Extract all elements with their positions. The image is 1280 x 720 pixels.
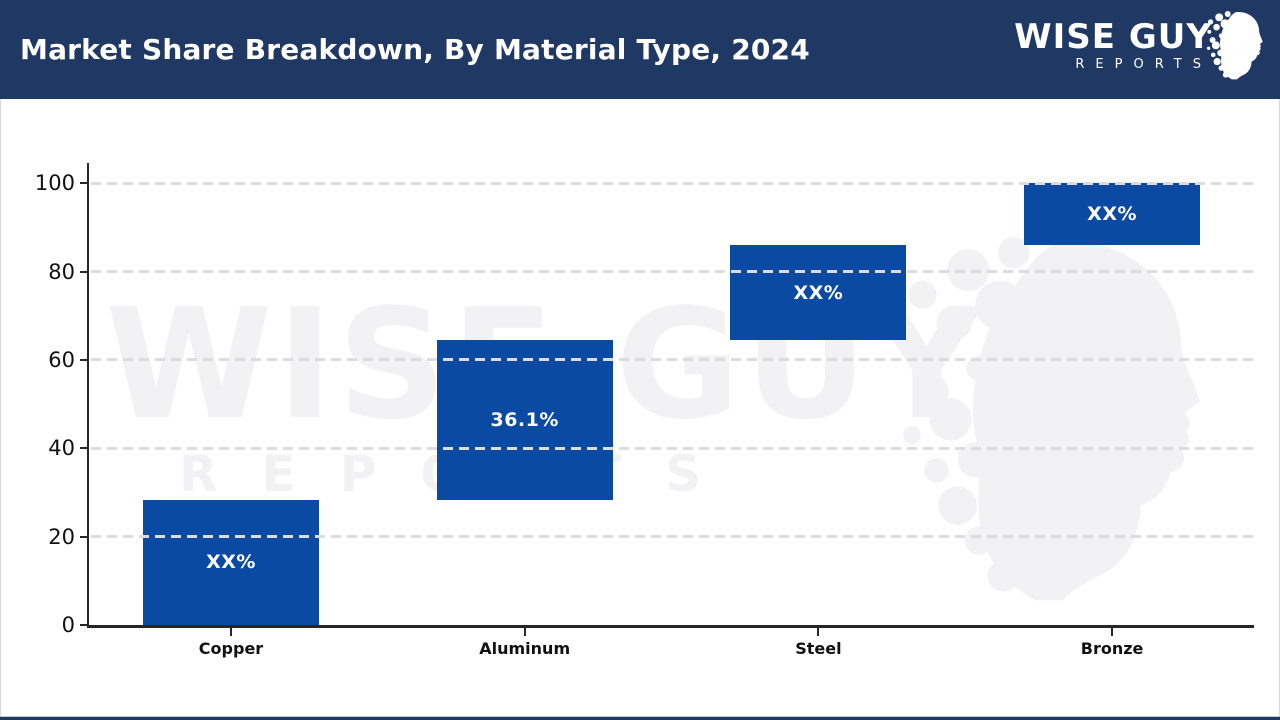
brand-name: WISE GUY: [1014, 17, 1212, 58]
brand-logo: WISE GUY REPORTS: [1014, 6, 1270, 86]
gridline: [91, 446, 1254, 450]
y-tick: [80, 447, 88, 450]
watermark-head-graphic: [903, 236, 1201, 601]
y-tick-label: 80: [48, 259, 75, 284]
brand-head-icon: [1206, 11, 1263, 80]
gridline: [91, 358, 1254, 362]
y-tick: [80, 535, 88, 538]
bar-aluminum: 36.1%: [436, 340, 613, 500]
bar-value-label: XX%: [206, 551, 256, 574]
brand-subtitle: REPORTS: [1075, 56, 1212, 72]
gridline: [91, 270, 1254, 274]
y-tick: [80, 624, 88, 626]
header: Market Share Breakdown, By Material Type…: [0, 0, 1280, 99]
footer-bar: [0, 716, 1280, 720]
x-tick: [817, 627, 820, 636]
y-tick-label: 0: [61, 613, 75, 637]
x-tick: [230, 627, 232, 636]
plot: XX% Copper 36.1% Aluminum XX% Steel XX% Bronze 0…: [1, 99, 1279, 720]
x-tick: [523, 627, 526, 636]
x-category-label: Copper: [198, 639, 264, 658]
y-tick-label: 100: [34, 171, 75, 196]
page-title: Market Share Breakdown, By Material Type…: [20, 33, 810, 66]
brand-logo-text: WISE GUY REPORTS: [1014, 17, 1212, 72]
gridline: [91, 181, 1254, 185]
x-category-label: Aluminum: [479, 639, 571, 658]
y-tick: [80, 182, 88, 185]
x-category-label: Bronze: [1080, 639, 1144, 658]
x-axis-line: [87, 625, 1254, 628]
bar-copper: XX%: [143, 499, 319, 625]
bar-value-label: XX%: [1087, 203, 1138, 226]
y-tick-label: 60: [48, 347, 75, 372]
bar-value-label: 36.1%: [490, 408, 559, 431]
y-axis-line: [87, 163, 89, 628]
x-category-label: Steel: [795, 639, 842, 658]
x-tick: [1111, 627, 1114, 636]
y-tick: [80, 270, 88, 273]
y-tick: [80, 358, 88, 361]
bar-steel: XX%: [730, 245, 907, 341]
chart-area: WISE GUY REPORTS XX%Copper36.1%AluminumX…: [0, 99, 1280, 720]
gridline: [91, 535, 1254, 539]
bar-value-label: XX%: [793, 281, 844, 304]
y-tick-label: 40: [48, 436, 75, 461]
bar-bronze: XX%: [1024, 183, 1201, 246]
y-tick-label: 20: [48, 524, 75, 549]
